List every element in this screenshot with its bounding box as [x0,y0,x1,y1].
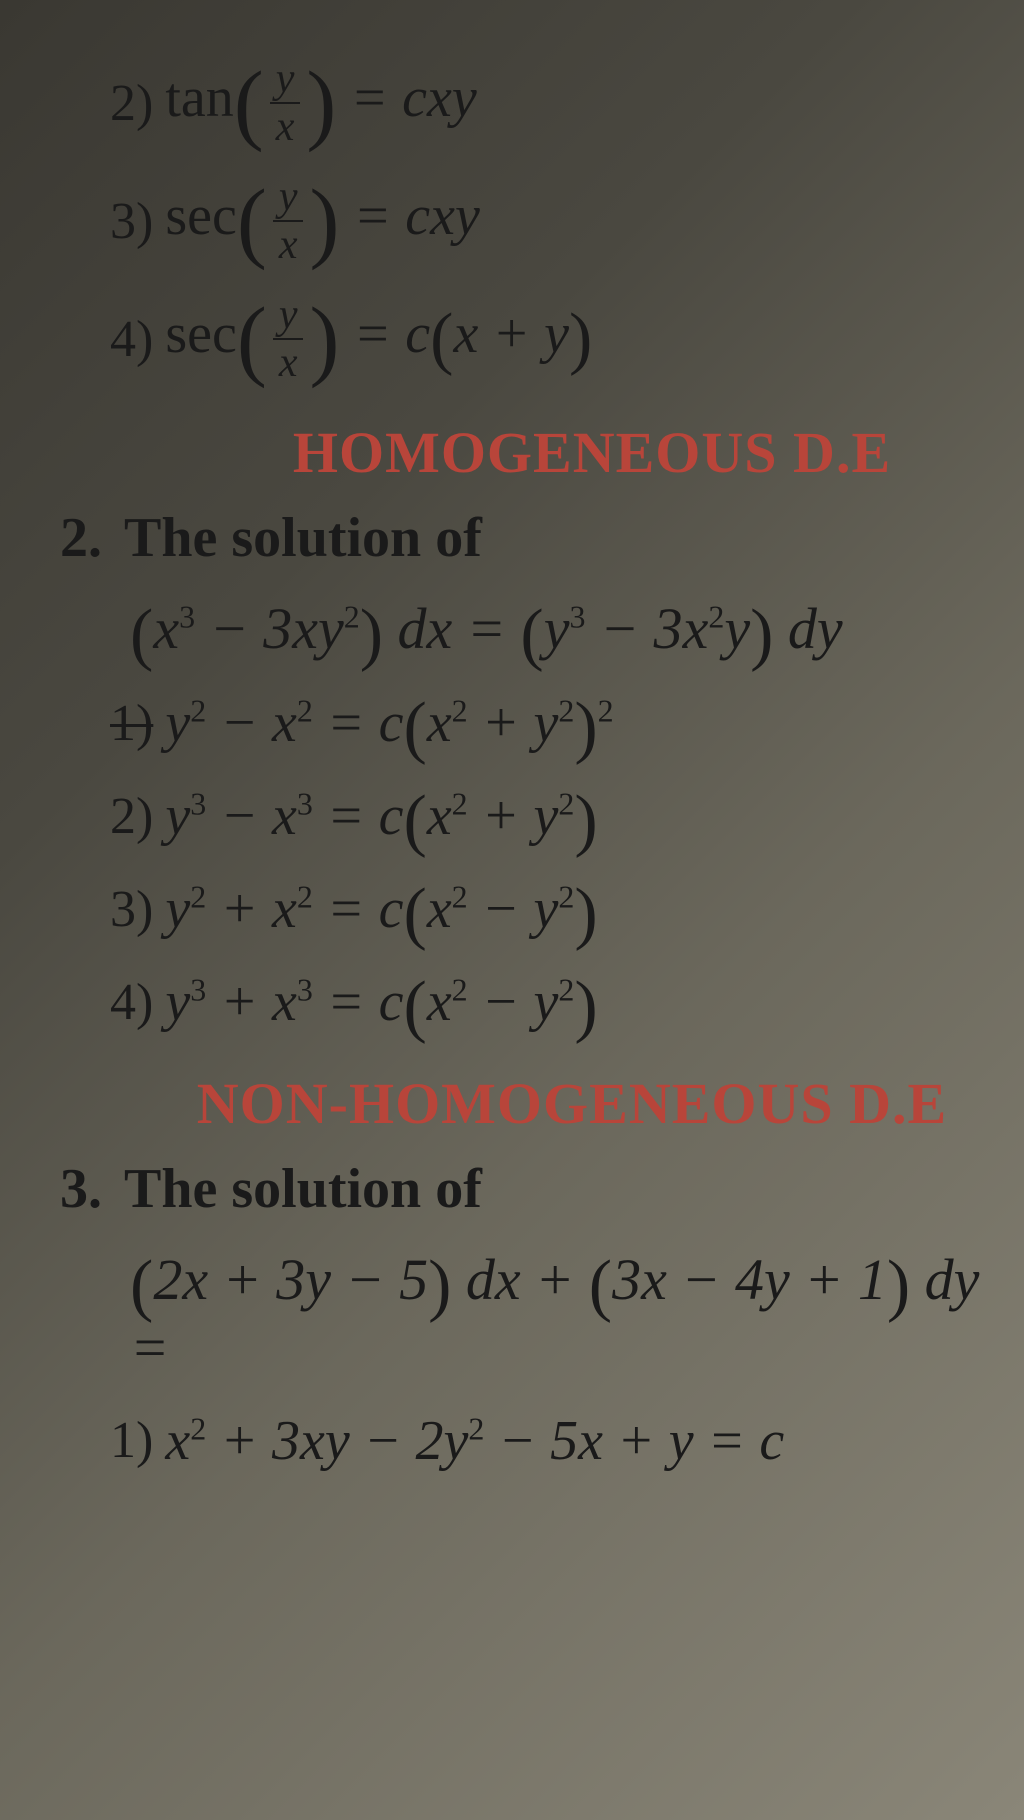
question-2: 2. The solution of (x3 − 3xy2) dx = (y3 … [60,506,984,1035]
q1-option-4: 4) sec(yx) = c(x + y) [110,294,984,384]
option-number: 4) [110,973,153,1032]
option-number: 3) [110,880,153,939]
question-2-equation: (x3 − 3xy2) dx = (y3 − 3x2y) dy [130,595,984,663]
q2-option-3: 3) y2 + x2 = c(x2 − y2) [110,877,984,942]
q3-option-1: 1) x2 + 3xy − 2y2 − 5x + y = c [110,1409,984,1473]
option-number: 4) [110,310,153,369]
option-number: 3) [110,192,153,251]
q1-option-3: 3) sec(yx) = cxy [110,176,984,266]
question-number: 3. [60,1157,120,1221]
section-heading-homogeneous: HOMOGENEOUS D.E [200,419,984,486]
option-number: 1) [110,1411,153,1470]
question-3: 3. The solution of (2x + 3y − 5) dx + (3… [60,1157,984,1473]
q2-option-4: 4) y3 + x3 = c(x2 − y2) [110,970,984,1035]
question-3-equation: (2x + 3y − 5) dx + (3x − 4y + 1) dy = [130,1246,984,1381]
math-expression: y3 − x3 = c(x2 + y2) [165,784,597,849]
page-content: 2) tan(yx) = cxy 3) sec(yx) = cxy 4) sec… [0,0,1024,1531]
math-expression: sec(yx) = c(x + y) [165,294,592,384]
option-number: 1) [110,694,153,753]
math-expression: y2 − x2 = c(x2 + y2)2 [165,691,613,756]
q2-option-1: 1) y2 − x2 = c(x2 + y2)2 [110,691,984,756]
math-expression: tan(yx) = cxy [165,58,476,148]
math-expression: x2 + 3xy − 2y2 − 5x + y = c [165,1409,784,1473]
question-text: The solution of [124,1158,482,1220]
option-number: 2) [110,74,153,133]
option-number: 2) [110,787,153,846]
math-expression: sec(yx) = cxy [165,176,480,266]
math-expression: y2 + x2 = c(x2 − y2) [165,877,597,942]
q1-option-2: 2) tan(yx) = cxy [110,58,984,148]
q2-option-2: 2) y3 − x3 = c(x2 + y2) [110,784,984,849]
section-heading-nonhomogeneous: NON-HOMOGENEOUS D.E [160,1070,984,1137]
math-expression: y3 + x3 = c(x2 − y2) [165,970,597,1035]
question-text: The solution of [124,507,482,569]
question-number: 2. [60,506,120,570]
